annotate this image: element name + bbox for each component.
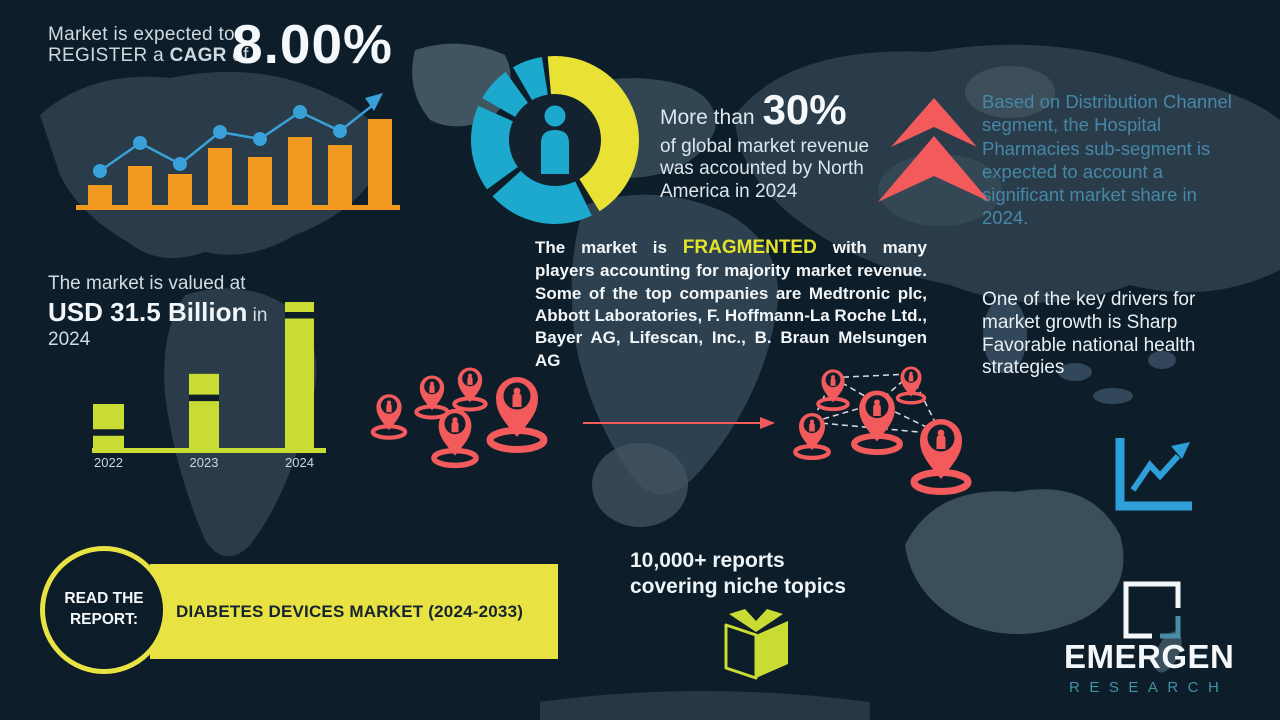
reports-count-block: 10,000+ reports covering niche topics — [630, 548, 846, 601]
location-pin — [486, 377, 548, 453]
na-text: of global market revenue was accounted b… — [660, 136, 870, 202]
read-report-button[interactable]: READ THE REPORT: — [40, 546, 168, 674]
na-share-value: 30% — [762, 86, 847, 133]
growth-chart-icon — [1115, 438, 1192, 511]
north-america-block: More than 30% of global market revenue w… — [660, 86, 875, 203]
value-year: 2024 — [48, 329, 91, 351]
location-pin — [452, 367, 488, 412]
location-pin — [816, 369, 850, 412]
fragmented-highlight: FRAGMENTED — [682, 237, 817, 258]
value-line2: USD 31.5 Billion in — [48, 296, 268, 327]
emergen-logo-text: EMERGEN — [1064, 638, 1235, 675]
emergen-logo-mark — [1123, 581, 1181, 639]
reports-line2: covering niche topics — [630, 575, 846, 599]
na-prefix: More than — [660, 106, 755, 129]
emergen-logo-subtext: RESEARCH — [1069, 679, 1229, 696]
location-pin — [851, 390, 903, 456]
svg-text:2024: 2024 — [285, 455, 314, 470]
double-up-arrow-icon — [878, 98, 990, 202]
open-book-icon — [724, 609, 788, 680]
location-pin — [414, 375, 450, 420]
svg-text:2023: 2023 — [190, 455, 219, 470]
market-locations-map-pins — [370, 366, 972, 495]
cagr-headline: Market is expected to REGISTER a CAGR of — [48, 24, 249, 67]
market-value-bar-chart: 2022 2023 2024 — [92, 302, 326, 470]
cagr-line2: REGISTER a CAGR of — [48, 45, 249, 67]
fragmented-text: The market is FRAGMENTED with many playe… — [535, 237, 927, 370]
location-pin — [370, 394, 408, 440]
report-title-banner[interactable]: DIABETES DEVICES MARKET (2024-2033) — [150, 564, 558, 659]
cagr-bar-chart — [76, 93, 400, 210]
location-pin — [895, 366, 927, 405]
cagr-line1: Market is expected to — [48, 24, 235, 45]
svg-text:2022: 2022 — [94, 455, 123, 470]
location-pin — [431, 408, 479, 469]
cagr-value: 8.00% — [232, 13, 393, 75]
report-title: DIABETES DEVICES MARKET (2024-2033) — [176, 601, 524, 621]
distribution-channel-text: Based on Distribution Channel segment, t… — [982, 91, 1232, 229]
value-line1: The market is valued at — [48, 273, 246, 294]
reports-line1: 10,000+ reports — [630, 549, 785, 572]
location-pin — [910, 419, 972, 495]
location-pin — [793, 412, 831, 461]
north-america-donut-chart — [471, 56, 639, 224]
key-driver-text: One of the key drivers for market growth… — [982, 289, 1196, 379]
market-value-block: The market is valued at USD 31.5 Billion… — [48, 272, 267, 352]
